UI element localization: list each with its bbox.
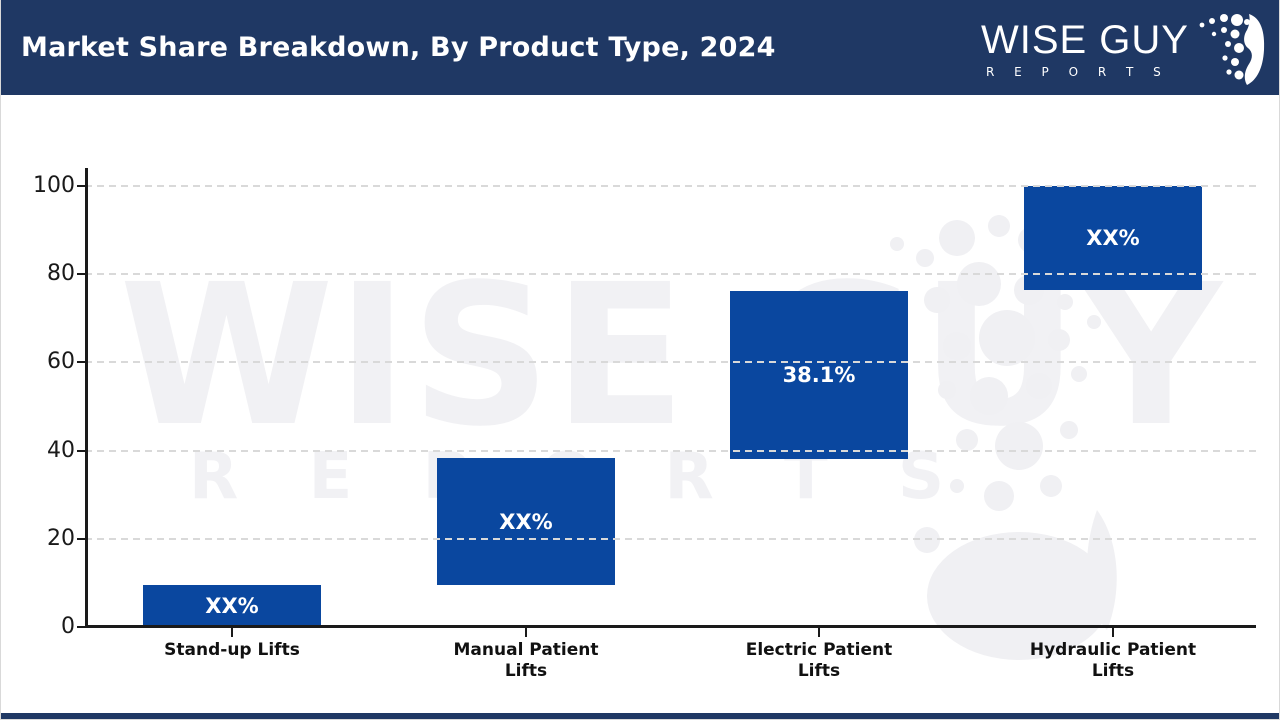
x-axis-tick-mark [525, 628, 527, 637]
bar-segment: 38.1% [730, 290, 908, 459]
header-band: Market Share Breakdown, By Product Type,… [1, 0, 1279, 95]
x-axis-tick-mark [231, 628, 233, 637]
bar-segment: XX% [437, 458, 615, 586]
bar-value-label: XX% [499, 509, 553, 534]
y-gridline [85, 361, 1256, 364]
y-axis-tick-label: 0 [61, 614, 75, 639]
brand-logo: WISE GUY R E P O R T S [981, 12, 1265, 86]
bar-segment: XX% [143, 585, 321, 627]
y-axis-tick-mark [77, 361, 85, 364]
y-axis-line [85, 168, 88, 628]
brand-logo-text: WISE GUY R E P O R T S [981, 20, 1189, 79]
x-axis-category-label: Hydraulic Patient Lifts [983, 640, 1243, 682]
y-gridline [85, 273, 1256, 276]
x-axis-category-label-line: Electric Patient [745, 640, 893, 660]
brand-face-dots-icon [1199, 14, 1265, 85]
x-axis-category-label: Stand-up Lifts [102, 640, 362, 661]
bar-value-label: XX% [205, 594, 259, 619]
x-axis-category-label-line: Lifts [504, 661, 548, 681]
y-axis-tick-mark [77, 537, 85, 540]
bar-value-label: XX% [1086, 225, 1140, 250]
y-axis-tick-mark [77, 185, 85, 187]
brand-name: WISE GUY [980, 17, 1189, 62]
y-gridline [85, 449, 1256, 452]
x-axis-category-label-line: Lifts [1091, 661, 1135, 681]
y-axis-tick-label: 60 [47, 349, 75, 375]
y-axis-tick-mark [77, 273, 85, 276]
bar-value-label: 38.1% [782, 362, 856, 387]
x-axis-tick-mark [1112, 628, 1114, 637]
y-axis-tick-label: 20 [47, 525, 75, 551]
brand-tagline: R E P O R T S [985, 64, 1169, 79]
y-gridline [85, 185, 1256, 187]
y-axis-tick-mark [77, 449, 85, 452]
bar-segment: XX% [1024, 186, 1202, 290]
y-axis-tick-label: 100 [33, 173, 75, 198]
y-gridline [85, 537, 1256, 540]
y-axis-tick-label: 40 [47, 437, 75, 463]
x-axis-tick-mark [818, 628, 820, 637]
x-axis-category-label-line: Hydraulic Patient [1029, 640, 1197, 660]
x-axis-category-label-line: Lifts [797, 661, 841, 681]
footer-bar [1, 713, 1279, 719]
x-axis-category-label-line: Stand-up Lifts [164, 640, 300, 660]
y-axis-tick-label: 80 [47, 261, 75, 287]
y-axis-tick-mark [77, 626, 85, 628]
x-axis-line [85, 625, 1256, 628]
x-axis-category-label: Manual Patient Lifts [396, 640, 656, 682]
x-axis-category-label-line: Manual Patient [453, 640, 599, 660]
chart-title: Market Share Breakdown, By Product Type,… [21, 32, 776, 63]
x-axis-category-label: Electric Patient Lifts [689, 640, 949, 682]
